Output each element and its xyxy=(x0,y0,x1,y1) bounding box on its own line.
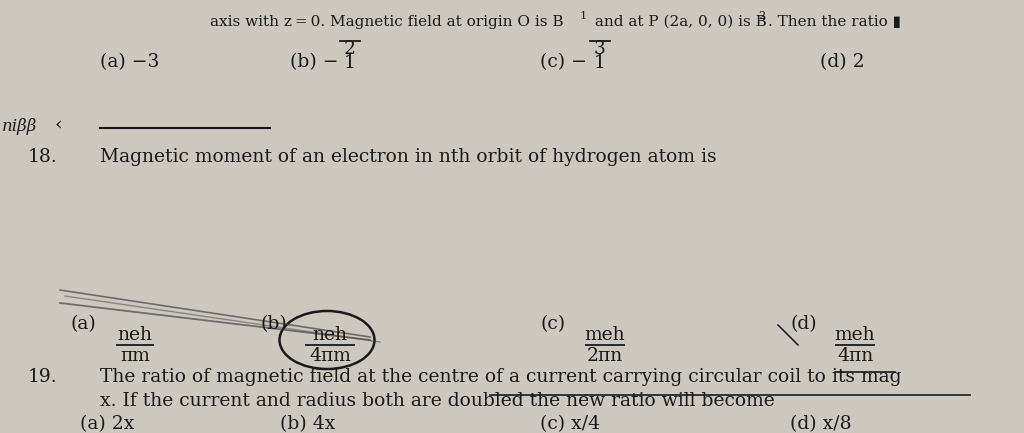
Text: x. If the current and radius both are doubled the new ratio will become: x. If the current and radius both are do… xyxy=(100,392,775,410)
Text: niββ: niββ xyxy=(2,118,37,135)
Text: . Then the ratio ▮: . Then the ratio ▮ xyxy=(768,15,901,29)
Text: Magnetic moment of an electron in nth orbit of hydrogen atom is: Magnetic moment of an electron in nth or… xyxy=(100,148,717,166)
Text: (d) 2: (d) 2 xyxy=(820,53,864,71)
Text: 4πm: 4πm xyxy=(309,347,351,365)
Text: 2: 2 xyxy=(344,40,356,58)
Text: 3: 3 xyxy=(594,40,606,58)
Text: (c) x/4: (c) x/4 xyxy=(540,415,600,433)
Text: and at P (2a, 0, 0) is B: and at P (2a, 0, 0) is B xyxy=(590,15,767,29)
Text: 1: 1 xyxy=(580,11,587,21)
Text: (b) 4x: (b) 4x xyxy=(280,415,336,433)
Text: 2πn: 2πn xyxy=(587,347,624,365)
Text: 1: 1 xyxy=(344,54,356,72)
Text: (a) −3: (a) −3 xyxy=(100,53,160,71)
Text: 19.: 19. xyxy=(28,368,57,386)
Text: meh: meh xyxy=(835,326,876,344)
Text: meh: meh xyxy=(585,326,626,344)
Text: 18.: 18. xyxy=(28,148,57,166)
Text: (c) −: (c) − xyxy=(540,53,587,71)
Text: 1: 1 xyxy=(594,54,606,72)
Text: neh: neh xyxy=(312,326,347,344)
Text: (b): (b) xyxy=(260,315,287,333)
Text: (b) −: (b) − xyxy=(290,53,339,71)
Text: 2: 2 xyxy=(758,11,765,21)
Text: 4πn: 4πn xyxy=(837,347,873,365)
Text: The ratio of magnetic field at the centre of a current carrying circular coil to: The ratio of magnetic field at the centr… xyxy=(100,368,901,386)
Text: (c): (c) xyxy=(540,315,565,333)
Text: πm: πm xyxy=(120,347,150,365)
Text: axis with z = 0. Magnetic field at origin O is B: axis with z = 0. Magnetic field at origi… xyxy=(210,15,563,29)
Text: ‹: ‹ xyxy=(54,116,61,134)
Text: (d) x/8: (d) x/8 xyxy=(790,415,852,433)
Text: (d): (d) xyxy=(790,315,816,333)
Text: neh: neh xyxy=(118,326,153,344)
Text: (a) 2x: (a) 2x xyxy=(80,415,134,433)
Text: (a): (a) xyxy=(70,315,96,333)
